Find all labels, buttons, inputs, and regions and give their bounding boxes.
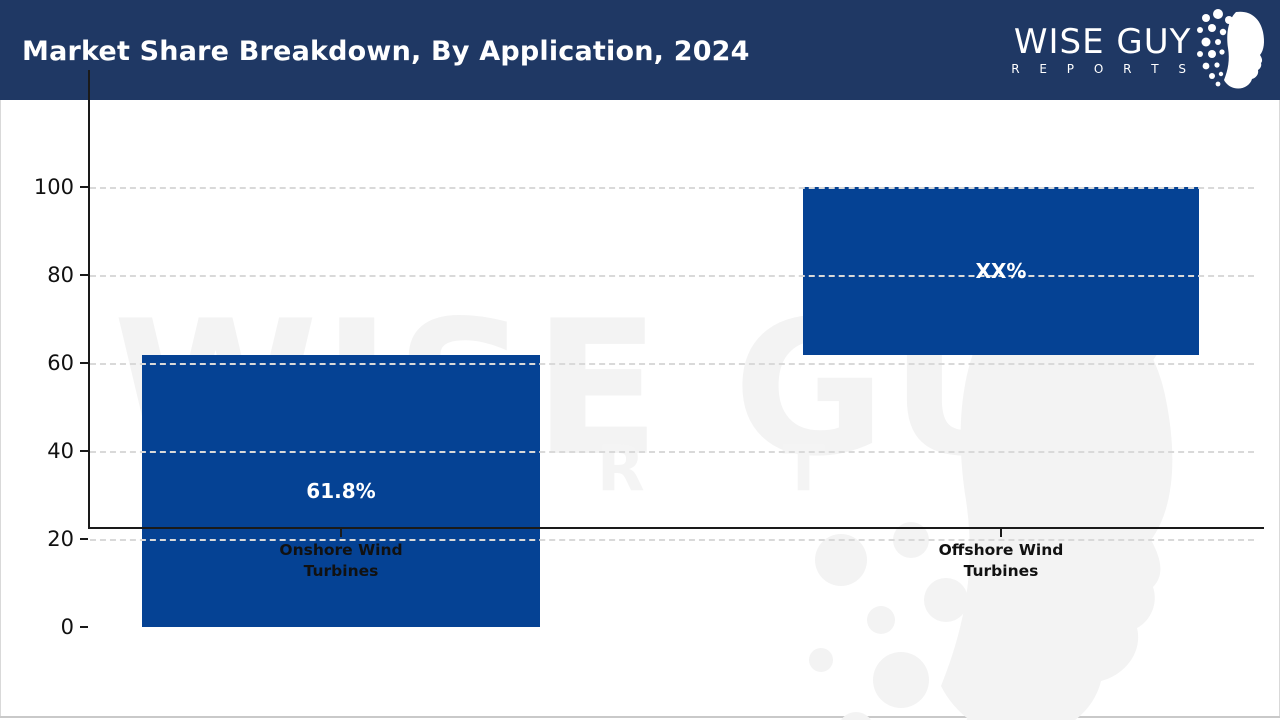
gridline-60 — [90, 363, 1254, 365]
y-tick-label-60: 60 — [47, 351, 74, 375]
dotted-head-profile-icon — [1197, 9, 1264, 89]
gridline-80 — [90, 275, 1254, 277]
card-bottom-border — [0, 716, 1280, 718]
bar-value-label-0: 61.8% — [306, 479, 376, 504]
y-tick-100 — [80, 186, 88, 188]
y-tick-label-20: 20 — [47, 527, 74, 551]
bar-value-label-1: XX% — [975, 259, 1027, 284]
bar-offshore — [803, 187, 1199, 356]
x-tick-0 — [340, 529, 342, 537]
logo-text: WISE GUY R E P O R T S — [1011, 24, 1194, 76]
logo-wordmark: WISE GUY — [1013, 22, 1192, 62]
page-title: Market Share Breakdown, By Application, … — [22, 36, 750, 67]
category-label-1: Offshore Wind Turbines — [938, 541, 1064, 580]
y-tick-20 — [80, 538, 88, 540]
y-tick-label-100: 100 — [33, 175, 74, 199]
y-tick-label-40: 40 — [47, 439, 74, 463]
y-tick-label-80: 80 — [47, 263, 74, 287]
header-bar: Market Share Breakdown, By Application, … — [0, 0, 1280, 100]
y-tick-40 — [80, 450, 88, 452]
x-tick-1 — [1000, 529, 1002, 537]
gridline-40 — [90, 451, 1254, 453]
watermark-reports-letters: R T S — [597, 432, 1065, 505]
y-tick-label-0: 0 — [60, 615, 74, 639]
y-tick-0 — [80, 626, 88, 628]
gridline-20 — [90, 539, 1254, 541]
y-axis-spine — [88, 70, 90, 528]
gridline-100 — [90, 187, 1254, 189]
y-tick-60 — [80, 362, 88, 364]
y-tick-80 — [80, 274, 88, 276]
watermark-dotted-head-icon — [809, 287, 1173, 720]
logo-subtitle: R E P O R T S — [1011, 62, 1194, 76]
bar-onshore — [142, 355, 540, 627]
x-axis-spine — [88, 527, 1264, 529]
category-label-0: Onshore Wind Turbines — [279, 541, 403, 580]
wise-guy-reports-logo: WISE GUY R E P O R T S — [1011, 8, 1266, 92]
